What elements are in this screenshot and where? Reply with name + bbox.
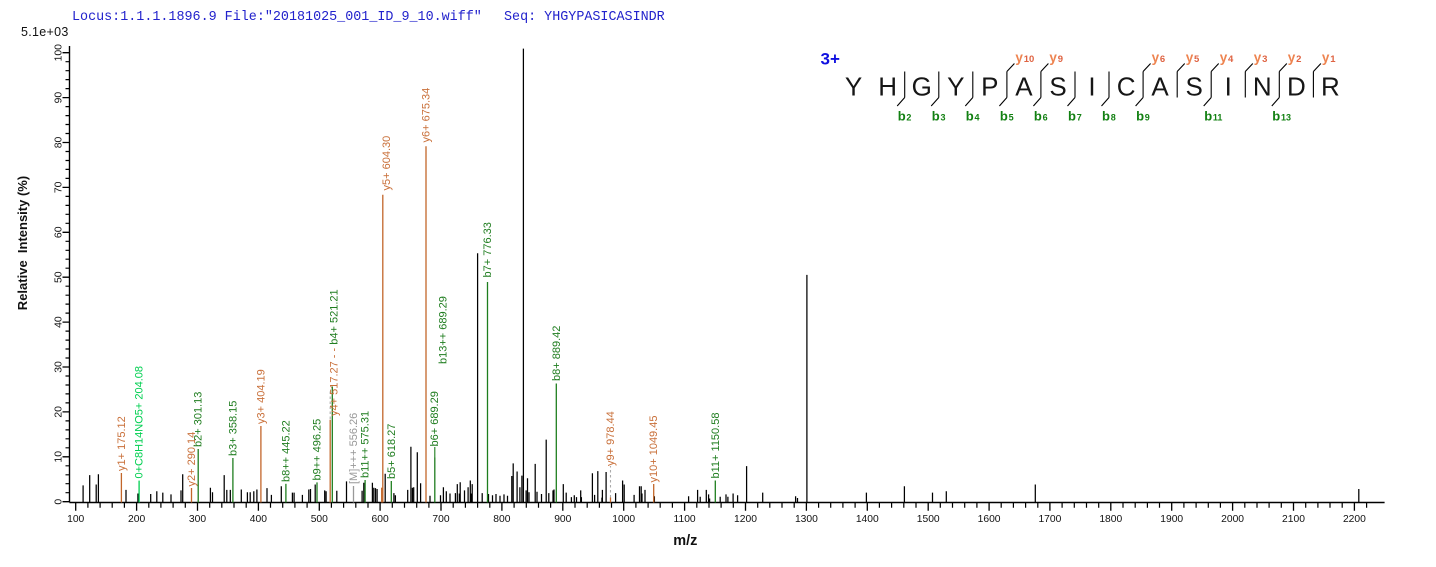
svg-text:800: 800 (493, 514, 510, 525)
svg-text:b 7: b 7 (1068, 109, 1082, 124)
svg-text:m/z: m/z (673, 533, 697, 549)
svg-text:b 5: b 5 (1000, 109, 1014, 124)
svg-text:700: 700 (432, 514, 449, 525)
svg-text:2200: 2200 (1343, 514, 1366, 525)
svg-text:b 2: b 2 (898, 109, 912, 124)
svg-text:b5+ 618.27: b5+ 618.27 (386, 424, 398, 479)
svg-text:1000: 1000 (612, 514, 635, 525)
svg-text:b9++ 496.25: b9++ 496.25 (312, 419, 324, 481)
svg-text:y 2: y 2 (1288, 50, 1302, 65)
svg-text:b 13: b 13 (1272, 109, 1291, 124)
svg-text:A: A (1151, 72, 1169, 102)
svg-text:70: 70 (54, 181, 65, 193)
svg-text:b8+ 889.42: b8+ 889.42 (551, 326, 563, 381)
svg-text:100: 100 (54, 44, 65, 62)
svg-text:S: S (1186, 72, 1203, 102)
svg-text:N: N (1253, 72, 1272, 102)
svg-text:C: C (1117, 72, 1136, 102)
svg-text:1400: 1400 (856, 514, 879, 525)
svg-text:b 4: b 4 (966, 109, 980, 124)
svg-text:50: 50 (54, 271, 65, 283)
svg-text:1100: 1100 (674, 514, 696, 525)
svg-text:80: 80 (54, 137, 65, 149)
svg-text:b 9: b 9 (1136, 109, 1150, 124)
svg-text:2100: 2100 (1282, 514, 1305, 525)
svg-text:b 8: b 8 (1102, 109, 1116, 124)
svg-text:0+C8H14NO5+ 204.08: 0+C8H14NO5+ 204.08 (134, 366, 146, 479)
svg-text:Relative Intensity (%): Relative Intensity (%) (15, 176, 30, 310)
svg-text:1500: 1500 (917, 514, 940, 525)
svg-text:y4+ 517.27 - - b4+ 521.21: y4+ 517.27 - - b4+ 521.21 (329, 289, 341, 416)
svg-text:Locus:1.1.1.1896.9 File:"20181: Locus:1.1.1.1896.9 File:"20181025_001_ID… (72, 10, 482, 25)
svg-text:b3+ 358.15: b3+ 358.15 (227, 401, 239, 456)
svg-text:Seq: YHGYPASICASINDR: Seq: YHGYPASICASINDR (504, 10, 665, 25)
svg-text:60: 60 (54, 226, 65, 238)
svg-text:y5+ 604.30: y5+ 604.30 (381, 136, 393, 191)
svg-text:y 5: y 5 (1186, 50, 1200, 65)
svg-text:600: 600 (372, 514, 389, 525)
svg-text:2000: 2000 (1221, 514, 1244, 525)
svg-text:y10+ 1049.45: y10+ 1049.45 (648, 416, 660, 483)
svg-text:y1+ 175.12: y1+ 175.12 (116, 416, 128, 471)
svg-text:y2+ 290.14: y2+ 290.14 (186, 432, 198, 487)
svg-text:[M]+++ 556.26: [M]+++ 556.26 (348, 413, 360, 484)
svg-text:10: 10 (54, 451, 65, 463)
svg-text:1700: 1700 (1038, 514, 1061, 525)
svg-text:I: I (1225, 72, 1232, 102)
svg-text:Y: Y (845, 72, 862, 102)
svg-text:b 6: b 6 (1034, 109, 1048, 124)
svg-text:200: 200 (128, 514, 145, 525)
svg-text:5.1e+03: 5.1e+03 (21, 25, 69, 39)
svg-text:Y: Y (947, 72, 964, 102)
svg-text:y 9: y 9 (1049, 50, 1063, 65)
svg-text:1600: 1600 (978, 514, 1001, 525)
svg-text:b11+ 1150.58: b11+ 1150.58 (710, 413, 722, 479)
svg-text:300: 300 (189, 514, 206, 525)
svg-text:y 3: y 3 (1254, 50, 1268, 65)
svg-text:1900: 1900 (1160, 514, 1183, 525)
svg-text:b8++ 445.22: b8++ 445.22 (280, 420, 292, 482)
svg-text:y9+ 978.44: y9+ 978.44 (605, 411, 617, 466)
svg-text:y 10: y 10 (1015, 50, 1034, 65)
svg-text:y 4: y 4 (1220, 50, 1234, 65)
svg-text:500: 500 (311, 514, 328, 525)
svg-text:b2+ 301.13: b2+ 301.13 (193, 392, 205, 447)
svg-text:30: 30 (54, 361, 65, 373)
svg-text:100: 100 (67, 514, 84, 525)
svg-text:b11++ 575.31: b11++ 575.31 (360, 411, 372, 478)
svg-text:y3+ 404.19: y3+ 404.19 (255, 369, 267, 424)
svg-text:b 3: b 3 (932, 109, 946, 124)
svg-text:400: 400 (250, 514, 267, 525)
svg-text:A: A (1015, 72, 1033, 102)
svg-text:H: H (878, 72, 897, 102)
svg-text:I: I (1088, 72, 1095, 102)
svg-text:R: R (1321, 72, 1340, 102)
svg-text:b13++ 689.29: b13++ 689.29 (438, 296, 450, 364)
svg-text:0: 0 (54, 499, 65, 505)
svg-text:b7+ 776.33: b7+ 776.33 (482, 222, 494, 277)
svg-text:1200: 1200 (734, 514, 757, 525)
svg-text:b6+ 689.29: b6+ 689.29 (429, 391, 441, 446)
svg-text:90: 90 (54, 92, 65, 104)
svg-text:S: S (1049, 72, 1066, 102)
svg-text:1800: 1800 (1099, 514, 1122, 525)
svg-text:3+: 3+ (821, 50, 840, 69)
svg-text:G: G (912, 72, 932, 102)
svg-text:1300: 1300 (795, 514, 818, 525)
svg-text:b 11: b 11 (1204, 109, 1222, 124)
svg-text:D: D (1287, 72, 1306, 102)
svg-text:y 6: y 6 (1152, 50, 1166, 65)
svg-text:P: P (981, 72, 998, 102)
svg-text:900: 900 (554, 514, 571, 525)
svg-text:y6+ 675.34: y6+ 675.34 (421, 88, 433, 143)
svg-text:20: 20 (54, 406, 65, 418)
svg-text:40: 40 (54, 316, 65, 328)
svg-text:y 1: y 1 (1322, 50, 1336, 65)
